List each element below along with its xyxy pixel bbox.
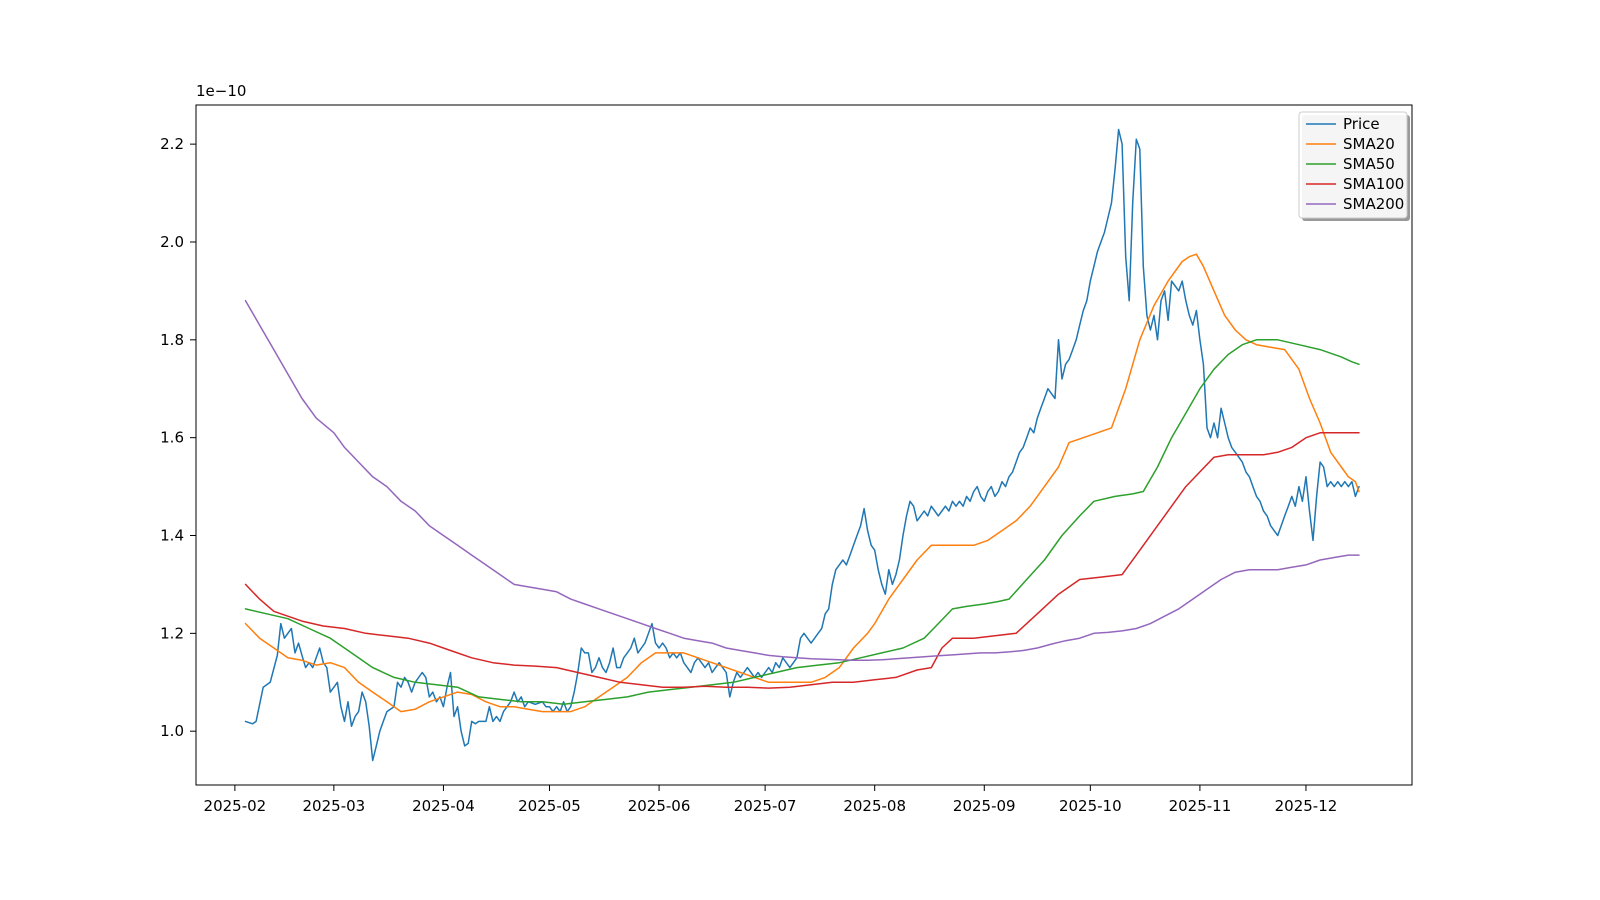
legend-label-sma50: SMA50: [1343, 155, 1395, 173]
y-tick-label: 1.2: [160, 624, 184, 642]
series-line-price: [244, 128, 1360, 762]
plot-area: [196, 105, 1412, 785]
y-tick-label: 1.6: [160, 429, 184, 447]
series-line-sma20: [244, 253, 1360, 713]
legend-label-price: Price: [1343, 115, 1380, 133]
y-axis-offset-label: 1e−10: [196, 82, 247, 100]
x-tick-label: 2025-03: [303, 797, 366, 815]
plot-border: [195, 104, 1413, 786]
series-line-sma50: [244, 339, 1360, 706]
x-tick-label: 2025-05: [518, 797, 581, 815]
x-tick-label: 2025-11: [1169, 797, 1232, 815]
x-tick-label: 2025-09: [953, 797, 1016, 815]
y-tick-label: 2.0: [160, 233, 184, 251]
y-tick-label: 1.4: [160, 527, 184, 545]
y-tick-label: 1.0: [160, 722, 184, 740]
legend-box: [1298, 111, 1408, 219]
x-tick-label: 2025-07: [734, 797, 797, 815]
x-tick-label: 2025-04: [412, 797, 475, 815]
x-tick-label: 2025-06: [628, 797, 691, 815]
x-tick-label: 2025-12: [1275, 797, 1338, 815]
x-tick-label: 2025-08: [843, 797, 906, 815]
series-line-sma200: [244, 299, 1360, 662]
y-tick-label: 2.2: [160, 135, 184, 153]
x-tick-label: 2025-02: [204, 797, 267, 815]
legend-label-sma20: SMA20: [1343, 135, 1395, 153]
y-tick-label: 1.8: [160, 331, 184, 349]
legend-label-sma200: SMA200: [1343, 195, 1404, 213]
x-tick-label: 2025-10: [1059, 797, 1122, 815]
legend-label-sma100: SMA100: [1343, 175, 1404, 193]
series-line-sma100: [244, 432, 1360, 689]
